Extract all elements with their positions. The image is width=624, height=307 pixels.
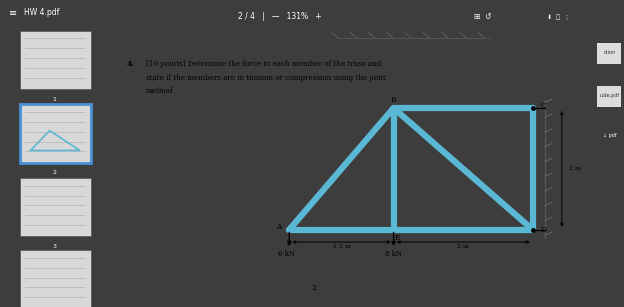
- Text: 3: 3: [52, 244, 57, 249]
- Text: state if the members are in tension or compression using the joint: state if the members are in tension or c…: [145, 73, 386, 82]
- Text: ction: ction: [604, 50, 616, 55]
- Text: E: E: [395, 234, 400, 242]
- Text: [10 points] Determine the force in each member of the truss and: [10 points] Determine the force in each …: [145, 60, 381, 68]
- Text: 1.5 m: 1.5 m: [333, 243, 350, 249]
- Text: 4.: 4.: [126, 60, 134, 68]
- Text: ≡: ≡: [9, 8, 17, 18]
- Text: C: C: [540, 102, 546, 110]
- Text: 2 m: 2 m: [457, 243, 469, 249]
- Bar: [20, 250, 90, 307]
- Text: 2: 2: [311, 284, 316, 292]
- Bar: [20, 178, 90, 236]
- Bar: [20, 31, 90, 89]
- Text: ↓ pdf: ↓ pdf: [603, 133, 617, 138]
- Bar: [20, 104, 90, 163]
- Bar: [597, 86, 621, 107]
- Text: method: method: [145, 87, 173, 95]
- Text: 2 / 4   |   —   131%   +: 2 / 4 | — 131% +: [238, 12, 321, 21]
- Text: HW 4.pdf: HW 4.pdf: [24, 8, 59, 17]
- Text: 2 m: 2 m: [569, 166, 581, 171]
- Text: D: D: [540, 226, 547, 234]
- Text: ⊞  ↺: ⊞ ↺: [474, 12, 492, 21]
- Text: 2: 2: [52, 170, 57, 175]
- Text: 1: 1: [52, 97, 57, 102]
- Bar: [597, 43, 621, 64]
- Text: A: A: [276, 223, 281, 231]
- Text: B: B: [391, 96, 396, 104]
- Text: uide.pdf: uide.pdf: [600, 93, 620, 98]
- Text: 6 kN: 6 kN: [278, 250, 295, 258]
- Text: ⬇  🖨  ⋮: ⬇ 🖨 ⋮: [547, 14, 570, 20]
- Text: 8 kN: 8 kN: [385, 250, 402, 258]
